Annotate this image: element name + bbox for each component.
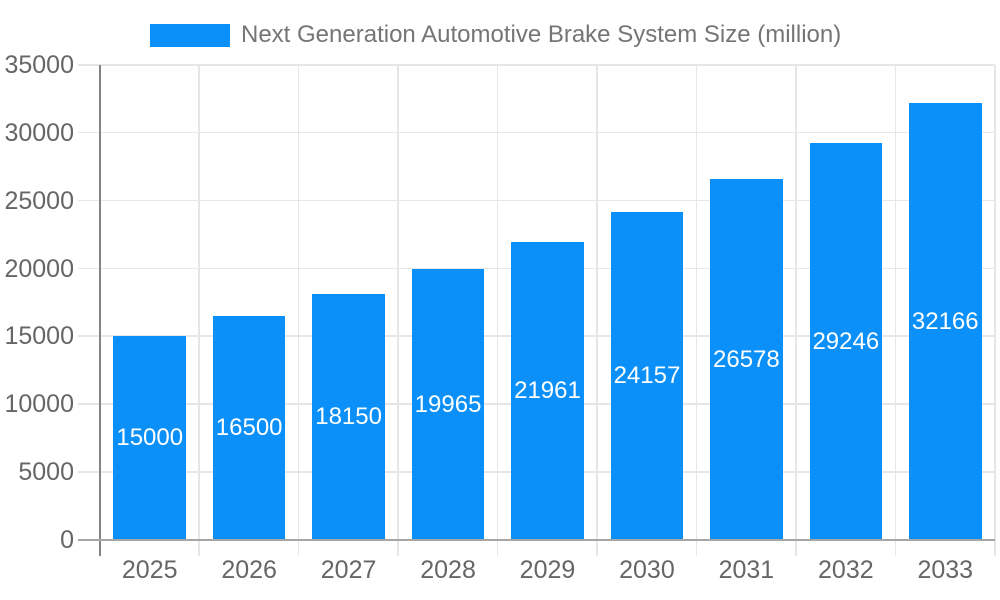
gridline-y-35000	[78, 64, 995, 66]
bar-value-label: 26578	[713, 345, 780, 373]
bar-value-label: 29246	[812, 327, 880, 355]
y-axis-label: 5000	[18, 458, 74, 487]
bar-value-label: 21961	[514, 376, 581, 404]
y-axis-label: 10000	[4, 390, 74, 419]
bar-2030[interactable]: 24157	[610, 212, 684, 540]
gridline-x-6	[695, 65, 698, 556]
bar-2028[interactable]: 19965	[411, 269, 485, 540]
gridline-x-9	[994, 65, 996, 556]
gridline-x-4	[496, 65, 499, 556]
gridline-y-25000	[78, 199, 995, 202]
gridline-x-3	[397, 65, 399, 556]
y-axis-label: 0	[60, 526, 74, 554]
bar-value-label: 18150	[315, 402, 382, 430]
x-axis-label-2026: 2026	[221, 556, 277, 584]
bar-2031[interactable]: 26578	[710, 179, 783, 540]
legend-swatch-icon	[150, 23, 230, 47]
bar-2033[interactable]: 32166	[908, 103, 982, 540]
x-axis-label-2030: 2030	[619, 556, 675, 584]
x-axis-baseline	[78, 539, 995, 541]
legend-label: Next Generation Automotive Brake System …	[241, 21, 842, 48]
gridline-x-1	[198, 65, 200, 556]
y-axis-label: 15000	[4, 322, 74, 351]
bar-2029[interactable]: 21961	[511, 241, 584, 540]
x-axis-label-2028: 2028	[420, 556, 476, 584]
bar-value-label: 19965	[414, 390, 482, 418]
gridline-y-30000	[78, 131, 995, 134]
bar-2027[interactable]: 18150	[312, 293, 385, 540]
gridline-x-5	[596, 65, 598, 556]
gridline-x-2	[297, 65, 300, 556]
y-axis-label: 30000	[4, 118, 74, 147]
y-axis-line	[99, 65, 101, 556]
bar-value-label: 16500	[215, 414, 283, 442]
x-axis-label-2031: 2031	[718, 556, 775, 584]
gridline-x-7	[795, 65, 797, 556]
legend[interactable]: Next Generation Automotive Brake System …	[150, 21, 841, 49]
x-axis-label-2032: 2032	[818, 556, 874, 584]
y-axis-label: 20000	[4, 254, 74, 283]
y-axis-label: 25000	[4, 186, 74, 215]
x-axis-label-2033: 2033	[917, 556, 974, 584]
gridline-x-8	[894, 65, 897, 556]
bar-value-label: 32166	[911, 307, 979, 335]
x-axis-label-2025: 2025	[121, 556, 178, 584]
plot-area: 0 5000 10000 15000 20000 25000 30000 35000 15000…	[4, 51, 996, 584]
bar-value-label: 15000	[116, 424, 184, 452]
x-axis-label-2027: 2027	[320, 556, 377, 584]
bar-value-label: 24157	[613, 362, 681, 390]
bar-2026[interactable]: 16500	[212, 316, 286, 540]
y-axis-label: 35000	[4, 51, 74, 79]
bar-2025[interactable]: 15000	[113, 336, 187, 540]
bar-2032[interactable]: 29246	[809, 143, 883, 540]
x-axis-label-2029: 2029	[519, 556, 576, 584]
